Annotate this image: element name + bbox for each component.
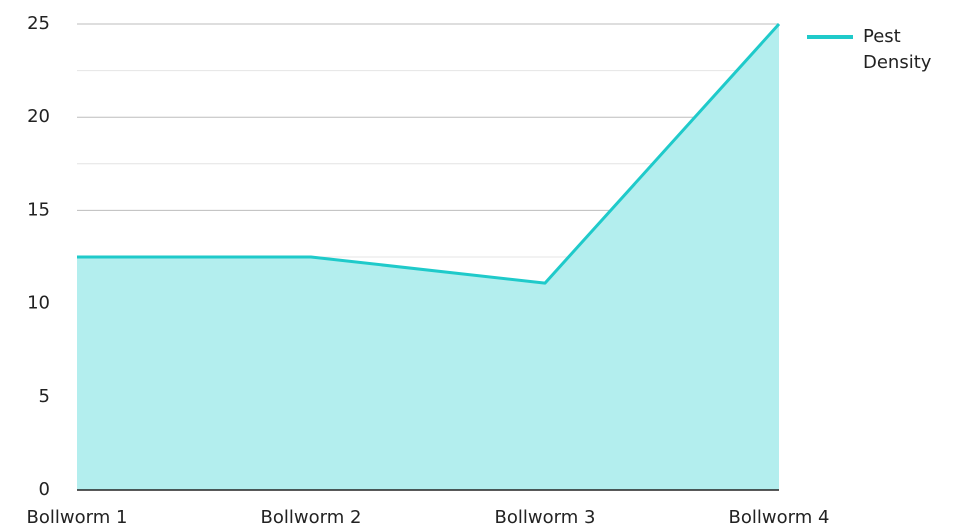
- area-fill: [77, 24, 779, 490]
- y-tick-label: 20: [27, 106, 50, 127]
- y-tick-label: 25: [27, 13, 50, 34]
- x-tick-label: Bollworm 1: [27, 507, 128, 528]
- line: [77, 22, 781, 285]
- x-tick-label: Bollworm 4: [729, 507, 830, 528]
- y-tick-label: 10: [27, 293, 50, 314]
- x-tick-label: Bollworm 3: [495, 507, 596, 528]
- y-tick-label: 5: [39, 386, 50, 407]
- y-tick-label: 0: [39, 479, 50, 500]
- legend-label: Pest Density: [863, 26, 932, 73]
- y-tick-label: 15: [27, 199, 50, 220]
- x-tick-label: Bollworm 2: [261, 507, 362, 528]
